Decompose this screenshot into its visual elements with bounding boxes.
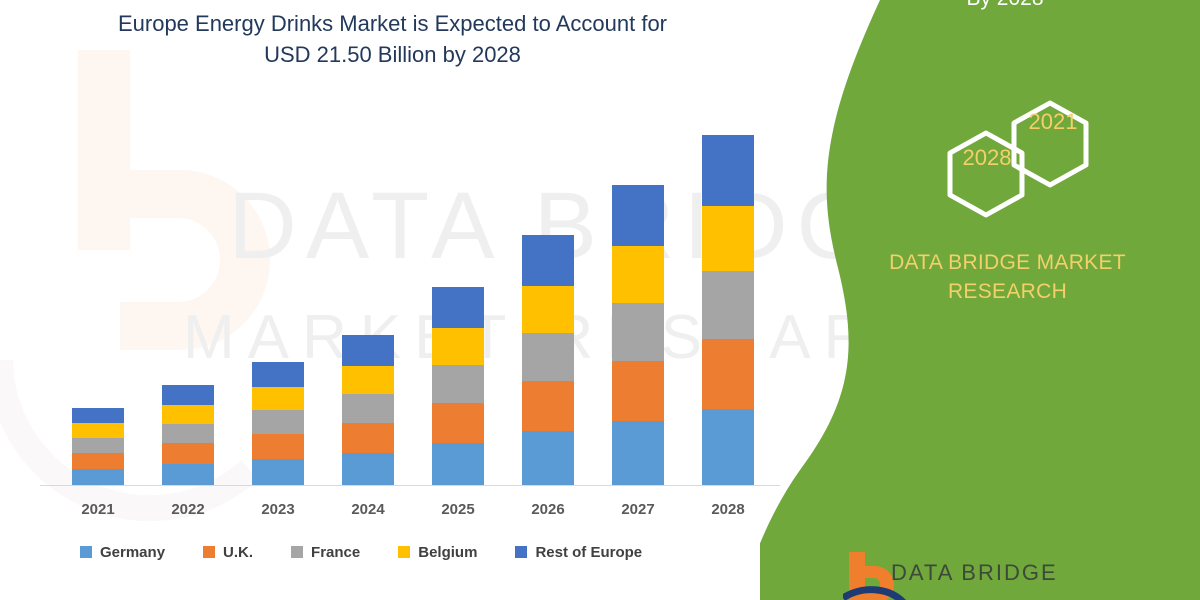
bar-segment-belgium — [612, 246, 664, 303]
x-axis-line — [40, 485, 780, 486]
legend-swatch-icon — [80, 546, 92, 558]
legend-swatch-icon — [515, 546, 528, 558]
bar-segment-u-k- — [72, 453, 124, 469]
bar-segment-rest-of-europe — [342, 335, 394, 366]
hexagon-pair: 2028 2021 — [920, 95, 1120, 225]
bar-2023 — [252, 362, 304, 485]
panel-brand-line-2: RESEARCH — [947, 280, 1068, 303]
bar-segment-u-k- — [432, 403, 484, 443]
bar-segment-rest-of-europe — [252, 362, 304, 387]
panel-headline: By 2028 — [840, 0, 1170, 12]
legend-label: Germany — [100, 543, 166, 561]
legend-label: Belgium — [418, 543, 478, 561]
bar-segment-belgium — [702, 206, 754, 271]
bar-segment-belgium — [342, 366, 394, 394]
bar-segment-belgium — [522, 286, 574, 333]
panel-brand: DATA BRIDGE MARKET RESEARCH — [875, 248, 1140, 306]
bar-segment-belgium — [252, 387, 304, 410]
legend-item-u-k-[interactable]: U.K. — [203, 544, 253, 561]
legend-item-belgium[interactable]: Belgium — [398, 544, 477, 561]
bar-segment-france — [432, 365, 484, 403]
bar-2026 — [522, 235, 574, 485]
x-axis-label-2025: 2025 — [441, 501, 475, 518]
bar-segment-germany — [612, 421, 664, 485]
bar-segment-rest-of-europe — [432, 287, 484, 328]
legend-item-germany[interactable]: Germany — [80, 544, 165, 561]
bar-segment-rest-of-europe — [72, 408, 124, 423]
page-title: Europe Energy Drinks Market is Expected … — [35, 8, 750, 70]
x-axis-label-2026: 2026 — [531, 501, 565, 518]
legend-swatch-icon — [398, 546, 411, 558]
legend-item-rest-of-europe[interactable]: Rest of Europe — [515, 544, 642, 561]
data-bridge-logo: DATA BRIDGE — [843, 552, 1093, 600]
x-axis-label-2022: 2022 — [171, 501, 205, 518]
bar-segment-u-k- — [612, 361, 664, 421]
watermark-line-1: DATA BRIDGE — [228, 173, 952, 279]
bar-segment-france — [342, 394, 394, 423]
chart-legend: Germany U.K. France Belgium Rest of Europe — [80, 540, 760, 564]
legend-label: U.K. — [223, 543, 254, 561]
bar-segment-france — [252, 410, 304, 434]
bar-2028 — [702, 135, 754, 485]
hexagon-2021-shape — [1011, 100, 1089, 188]
bar-2024 — [342, 335, 394, 485]
bar-segment-rest-of-europe — [522, 235, 574, 286]
bar-segment-rest-of-europe — [702, 135, 754, 206]
bar-segment-germany — [72, 469, 124, 485]
green-side-panel — [760, 0, 1200, 600]
bar-2025 — [432, 287, 484, 485]
x-axis-label-2024: 2024 — [351, 501, 385, 518]
bar-segment-germany — [162, 464, 214, 485]
bar-2027 — [612, 185, 664, 485]
legend-item-france[interactable]: France — [291, 544, 360, 561]
page-title-line-1: Europe Energy Drinks Market is Expected … — [117, 11, 668, 36]
bar-2022 — [162, 385, 214, 485]
page-title-line-2: USD 21.50 Billion by 2028 — [264, 42, 521, 67]
panel-brand-line-1: DATA BRIDGE MARKET — [889, 251, 1126, 274]
bar-segment-france — [162, 424, 214, 443]
bar-segment-france — [612, 303, 664, 361]
x-axis-label-2021: 2021 — [81, 501, 115, 518]
bar-segment-france — [522, 333, 574, 381]
bar-segment-france — [72, 438, 124, 453]
x-axis-label-2027: 2027 — [621, 501, 655, 518]
bar-segment-germany — [252, 459, 304, 485]
bar-segment-germany — [432, 443, 484, 485]
x-axis-label-2028: 2028 — [711, 501, 745, 518]
hexagon-2021-label: 2021 — [1028, 109, 1078, 134]
bar-segment-u-k- — [342, 423, 394, 453]
hexagon-2028-shape — [947, 130, 1025, 218]
bar-segment-france — [702, 271, 754, 339]
dbmr-watermark-mark — [0, 30, 290, 550]
panel-headline-text: By 2028 — [840, 0, 1170, 12]
bar-segment-rest-of-europe — [612, 185, 664, 246]
bar-segment-u-k- — [162, 443, 214, 464]
chart-plot-area: 2021 2022 2023 2024 2025 2026 2027 2028 Germany… — [40, 135, 780, 564]
legend-swatch-icon — [203, 546, 216, 558]
hexagon-2028-label: 2028 — [962, 145, 1012, 170]
bar-segment-germany — [522, 431, 574, 485]
bar-segment-germany — [342, 453, 394, 485]
logo-text: DATA BRIDGE — [891, 560, 1058, 585]
legend-swatch-icon — [291, 546, 304, 558]
bar-segment-belgium — [432, 328, 484, 365]
bar-segment-u-k- — [702, 339, 754, 409]
legend-label: Rest of Europe — [535, 543, 643, 561]
bar-2021 — [72, 408, 124, 485]
bar-segment-germany — [702, 409, 754, 485]
bar-segment-belgium — [162, 405, 214, 424]
legend-label: France — [311, 543, 361, 561]
bar-segment-rest-of-europe — [162, 385, 214, 405]
bar-segment-u-k- — [522, 381, 574, 431]
x-axis-label-2023: 2023 — [261, 501, 295, 518]
bar-segment-u-k- — [252, 434, 304, 459]
bar-segment-belgium — [72, 423, 124, 438]
